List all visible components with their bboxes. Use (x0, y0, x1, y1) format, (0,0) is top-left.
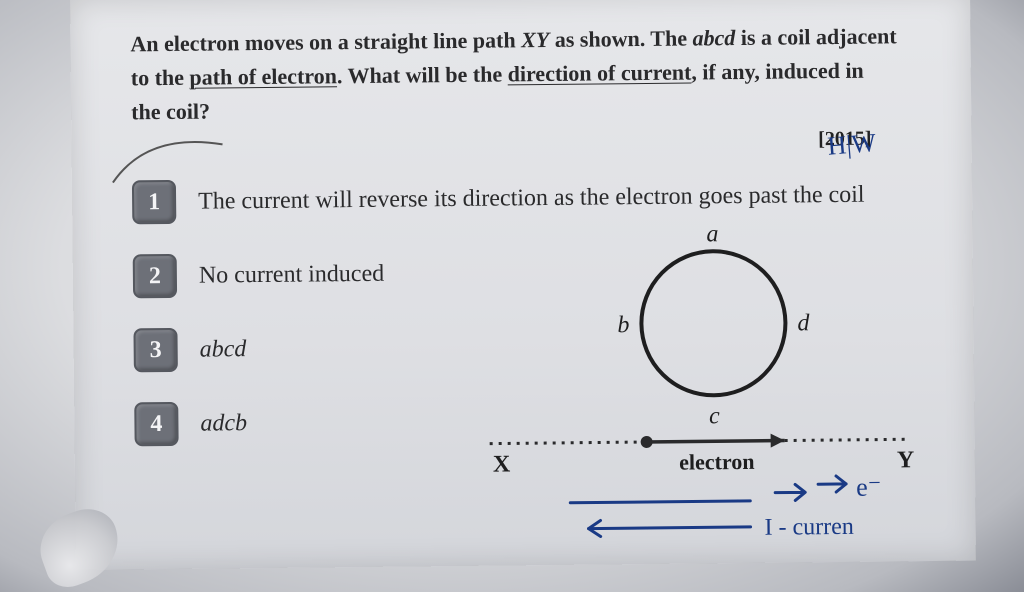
pencil-connector (107, 126, 228, 187)
q-xy: XY (521, 27, 549, 52)
node-b: b (617, 312, 629, 338)
option-text-2: No current induced (199, 261, 385, 290)
electron-dot (641, 436, 653, 448)
option-text-4: adcb (200, 410, 247, 437)
handwritten-arrows: e⁻ I - curren (540, 471, 921, 565)
q-line2-a: to the (131, 65, 190, 91)
node-d: d (797, 310, 810, 336)
q-line1-a: An electron moves on a straight line pat… (130, 27, 521, 56)
year-label: [2015] (131, 128, 871, 159)
y-label: Y (897, 447, 915, 473)
q-line2-c: , if any, induced in (691, 58, 864, 85)
q-line1-b: as shown. The (549, 25, 693, 51)
node-a: a (706, 221, 718, 247)
q-line2-b: . What will be the (337, 62, 508, 89)
option-badge-2: 2 (133, 254, 177, 298)
option-badge-4: 4 (134, 402, 178, 446)
electron-label: electron (679, 449, 755, 475)
q-line2-u2: direction of current (508, 60, 692, 87)
q-line2-u1: path of electron (189, 63, 337, 90)
option-badge-3: 3 (133, 328, 177, 372)
option-text-3: abcd (200, 336, 247, 363)
q-line3: the coil? (131, 99, 210, 125)
electron-arrow-shaft (645, 441, 785, 442)
q-abcd: abcd (692, 25, 735, 50)
hand-e-label: e⁻ (856, 473, 882, 502)
handwritten-annotation: H|W (827, 128, 878, 162)
xy-line-left (490, 442, 645, 444)
coil-circle (641, 251, 787, 397)
electron-arrow-head (771, 434, 785, 448)
xy-line-right (785, 439, 905, 440)
q-line1-c: is a coil adjacent (735, 23, 897, 50)
node-c: c (709, 403, 720, 429)
question-text: An electron moves on a straight line pat… (130, 19, 931, 130)
option-1[interactable]: 1 The current will reverse its direction… (132, 172, 932, 224)
hand-i-label: I - curren (764, 514, 854, 541)
option-text-1: The current will reverse its direction a… (198, 181, 865, 215)
page-container: An electron moves on a straight line pat… (70, 0, 976, 570)
x-label: X (493, 451, 511, 477)
